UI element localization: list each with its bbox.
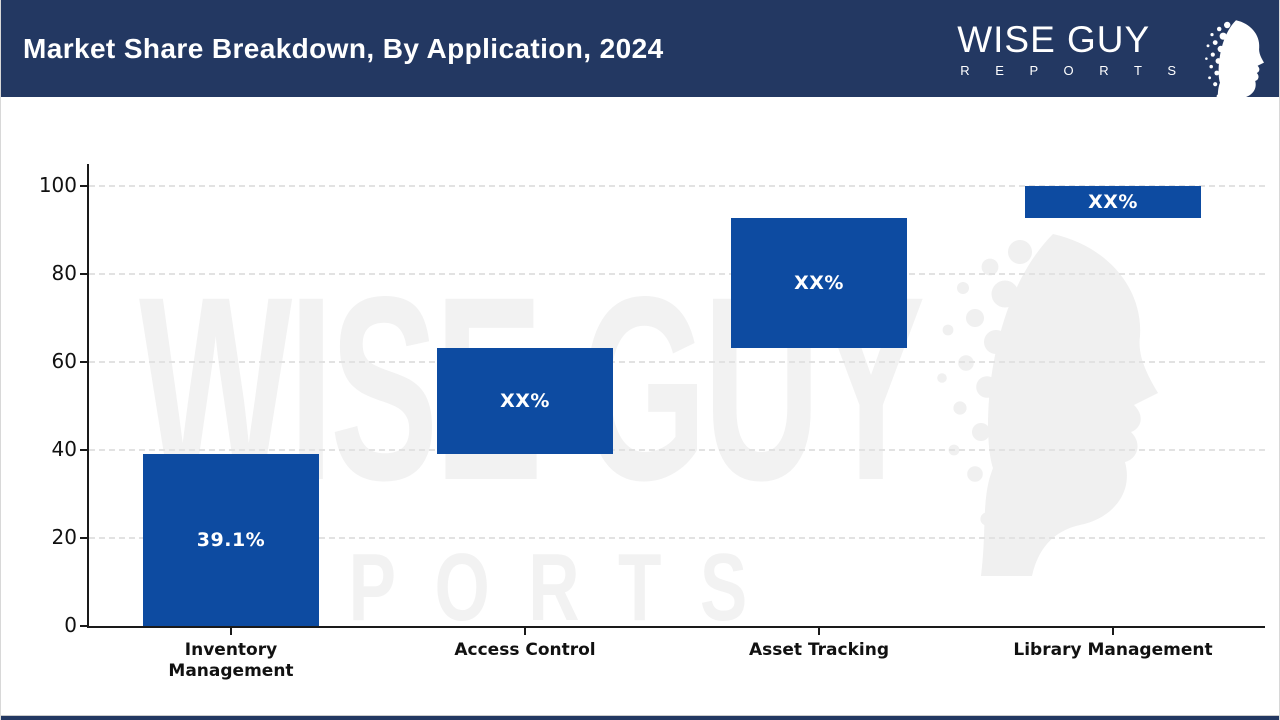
chart-title: Market Share Breakdown, By Application, … [23, 32, 664, 64]
y-tick-80 [80, 273, 89, 275]
y-tick-60 [80, 361, 89, 363]
bar-inventory-management: 39.1% [143, 453, 319, 626]
gridline-80 [89, 273, 1265, 275]
y-tick-100 [80, 185, 89, 187]
gridline-60 [89, 361, 1265, 363]
y-tick-label-80: 80 [51, 261, 77, 285]
y-axis-line [87, 164, 89, 628]
y-tick-40 [80, 449, 89, 451]
x-category-label-1: Inventory Management [168, 640, 294, 682]
y-tick-label-20: 20 [51, 525, 77, 549]
y-tick-label-40: 40 [51, 437, 77, 461]
x-axis-line [87, 626, 1265, 628]
x-category-label-3: Asset Tracking [748, 640, 890, 660]
logo-subtitle: R E P O R T S [960, 63, 1187, 78]
x-category-label-2: Access Control [454, 640, 596, 660]
y-tick-0 [80, 625, 89, 627]
bar-value-label: XX% [1088, 190, 1138, 213]
logo-head-icon [1187, 17, 1269, 113]
gridline-20 [89, 537, 1265, 539]
y-tick-label-60: 60 [51, 349, 77, 373]
bar-value-label: XX% [500, 389, 550, 412]
bar-asset-tracking: XX% [731, 217, 907, 348]
wiseguy-logo: WISE GUY R E P O R T S [957, 21, 1267, 78]
gridline-40 [89, 449, 1265, 451]
gridline-100 [89, 185, 1265, 187]
header-band: Market Share Breakdown, By Application, … [1, 0, 1279, 97]
y-tick-label-0: 0 [64, 613, 77, 637]
logo-text: WISE GUY R E P O R T S [957, 21, 1187, 78]
y-tick-label-100: 100 [38, 173, 77, 197]
logo-wordmark: WISE GUY [957, 19, 1151, 60]
y-tick-20 [80, 537, 89, 539]
bar-access-control: XX% [437, 347, 613, 454]
x-tick-1 [230, 628, 232, 635]
x-tick-2 [524, 628, 526, 635]
bar-value-label: 39.1% [196, 528, 266, 551]
x-tick-3 [818, 628, 820, 635]
bar-value-label: XX% [794, 271, 844, 294]
bar-library-management: XX% [1025, 186, 1201, 218]
footer-accent-bar [1, 715, 1279, 720]
x-category-label-4: Library Management [1013, 640, 1213, 660]
x-tick-4 [1112, 628, 1114, 635]
